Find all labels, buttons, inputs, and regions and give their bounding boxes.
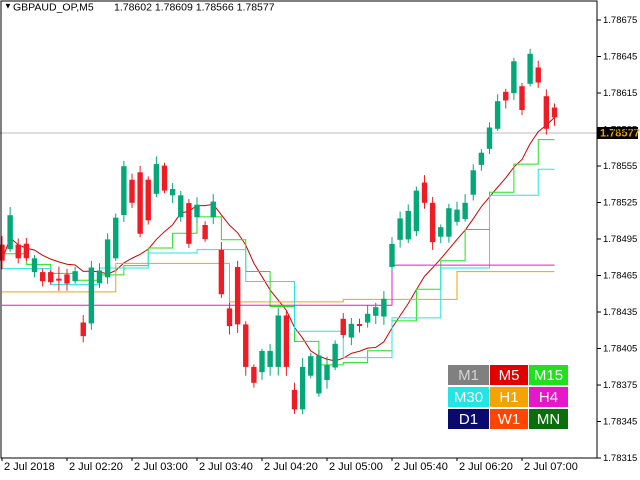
svg-text:1.78375: 1.78375 — [603, 380, 637, 391]
svg-text:2 Jul 03:40: 2 Jul 03:40 — [199, 461, 253, 473]
svg-text:2 Jul 05:00: 2 Jul 05:00 — [329, 461, 383, 473]
svg-text:1.78345: 1.78345 — [603, 417, 637, 428]
svg-text:M1: M1 — [458, 367, 479, 384]
svg-text:1.78315: 1.78315 — [603, 453, 637, 464]
svg-text:1.78675: 1.78675 — [603, 15, 637, 26]
svg-text:1.78465: 1.78465 — [603, 271, 637, 282]
svg-text:2 Jul 04:20: 2 Jul 04:20 — [264, 461, 318, 473]
svg-text:1.78405: 1.78405 — [603, 344, 637, 355]
svg-text:2 Jul 06:20: 2 Jul 06:20 — [459, 461, 513, 473]
svg-text:M5: M5 — [499, 367, 520, 384]
svg-text:W1: W1 — [498, 411, 521, 428]
svg-text:2 Jul 03:00: 2 Jul 03:00 — [134, 461, 188, 473]
svg-text:1.78495: 1.78495 — [603, 234, 637, 245]
svg-text:GBPAUD_OP,M5: GBPAUD_OP,M5 — [13, 2, 94, 14]
svg-text:1.78645: 1.78645 — [603, 52, 637, 63]
svg-text:1.78435: 1.78435 — [603, 307, 637, 318]
svg-text:▼: ▼ — [4, 2, 12, 11]
svg-text:H1: H1 — [499, 389, 518, 406]
svg-text:2 Jul 05:40: 2 Jul 05:40 — [394, 461, 448, 473]
svg-text:1.78555: 1.78555 — [603, 161, 637, 172]
svg-text:H4: H4 — [539, 389, 558, 406]
svg-text:1.78602 1.78609 1.78566 1.7857: 1.78602 1.78609 1.78566 1.78577 — [114, 2, 275, 14]
svg-text:M15: M15 — [534, 367, 563, 384]
svg-text:2 Jul 2018: 2 Jul 2018 — [4, 461, 55, 473]
svg-text:1.78615: 1.78615 — [603, 88, 637, 99]
svg-text:D1: D1 — [459, 411, 478, 428]
svg-text:1.78585: 1.78585 — [603, 125, 637, 136]
svg-text:M30: M30 — [454, 389, 483, 406]
svg-text:2 Jul 07:00: 2 Jul 07:00 — [524, 461, 578, 473]
svg-text:1.78525: 1.78525 — [603, 198, 637, 209]
svg-text:2 Jul 02:20: 2 Jul 02:20 — [69, 461, 123, 473]
svg-text:MN: MN — [537, 411, 560, 428]
